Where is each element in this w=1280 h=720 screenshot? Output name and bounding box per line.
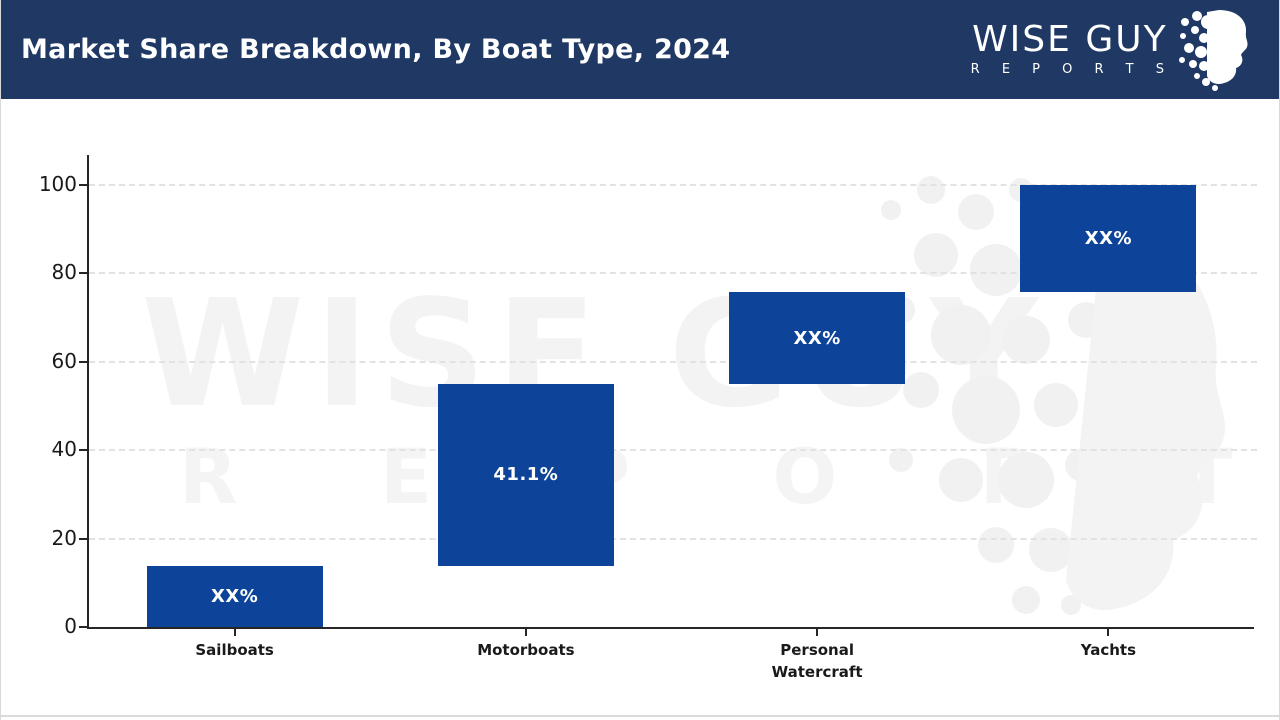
- y-tick-label: 100: [38, 172, 77, 196]
- logo-text: WISE GUY R E P O R T S: [967, 19, 1173, 78]
- x-tick-mark: [816, 629, 819, 636]
- bar-value-label: 41.1%: [493, 464, 559, 486]
- y-tick-mark: [79, 272, 87, 275]
- page-title: Market Share Breakdown, By Boat Type, 20…: [21, 34, 731, 65]
- x-category-label: Sailboats: [195, 641, 274, 659]
- y-tick-label: 0: [64, 614, 77, 638]
- x-tick-mark: [233, 629, 236, 636]
- gridline-y20: [89, 537, 1257, 540]
- y-tick-label: 60: [51, 348, 77, 373]
- header-band: Market Share Breakdown, By Boat Type, 20…: [1, 0, 1279, 99]
- bar-value-label: XX%: [1084, 228, 1133, 250]
- logo-wordmark: WISE GUY: [972, 19, 1168, 60]
- x-tick-mark: [1107, 629, 1110, 636]
- bar-yachts: XX%: [1020, 185, 1197, 293]
- y-tick-label: 40: [51, 437, 77, 462]
- x-category-label: Personal Watercraft: [771, 641, 863, 681]
- gridline-y60: [89, 360, 1257, 363]
- bar-motorboats: 41.1%: [437, 383, 614, 566]
- logo-subtitle: R E P O R T S: [970, 62, 1173, 77]
- x-category-label: Yachts: [1080, 641, 1137, 659]
- gridline-y40: [89, 449, 1257, 452]
- bar-value-label: XX%: [210, 585, 259, 607]
- gridline-y100: [89, 184, 1257, 186]
- wise-guy-logo: WISE GUY R E P O R T S: [967, 8, 1253, 92]
- y-tick-mark: [79, 360, 87, 363]
- x-tick-mark: [524, 629, 527, 636]
- y-axis: [87, 155, 89, 629]
- x-axis: [87, 627, 1254, 629]
- logo-face-icon: [1179, 9, 1248, 91]
- bar-value-label: XX%: [793, 327, 841, 349]
- y-tick-label: 80: [51, 260, 77, 285]
- y-tick-mark: [79, 449, 87, 452]
- y-tick-label: 20: [51, 525, 77, 550]
- bottom-border-rule: [1, 715, 1279, 717]
- bar-personal-watercraft: XX%: [729, 292, 906, 384]
- y-tick-mark: [79, 537, 87, 540]
- y-tick-mark: [79, 626, 87, 628]
- x-category-label: Motorboats: [477, 641, 575, 659]
- bar-sailboats: XX%: [146, 565, 323, 627]
- gridline-y80: [89, 272, 1257, 275]
- y-tick-mark: [79, 184, 87, 186]
